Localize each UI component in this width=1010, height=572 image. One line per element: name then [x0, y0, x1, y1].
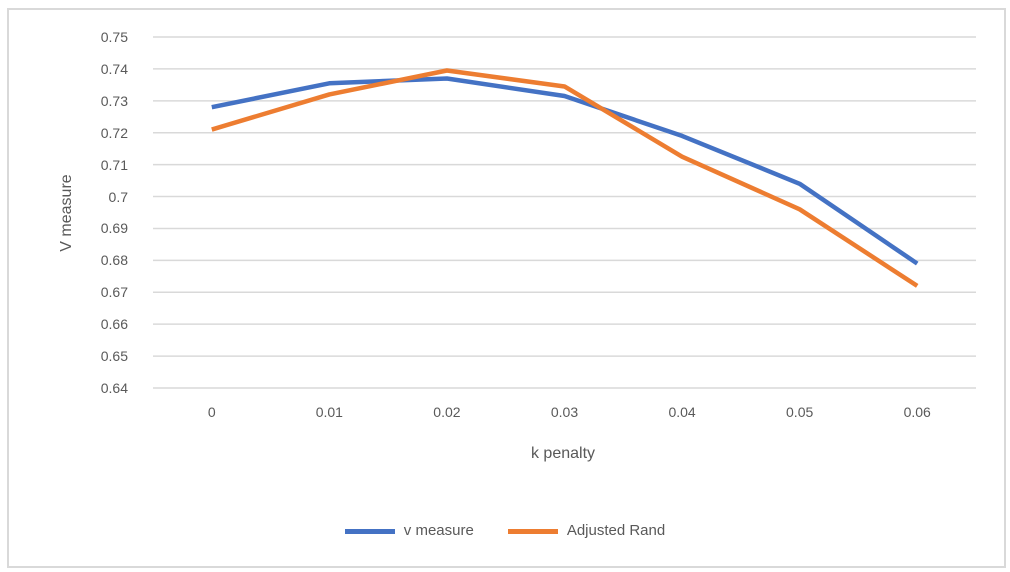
x-tick-label: 0 [207, 404, 216, 420]
y-tick-label: 0.72 [100, 124, 128, 141]
x-tick-label: 0.06 [903, 404, 931, 420]
legend-item-v-measure: v measure [344, 521, 474, 541]
y-tick-label: 0.73 [100, 92, 128, 109]
y-tick-label: 0.71 [100, 156, 128, 173]
x-tick-label: 0.04 [668, 404, 696, 420]
series-line-v-measure [211, 76, 919, 266]
y-tick-label: 0.65 [100, 348, 128, 365]
x-tick-label: 0.05 [786, 404, 814, 420]
x-tick-label: 0.02 [433, 404, 461, 420]
legend-swatch-v-measure [344, 528, 395, 534]
legend-label: Adjusted Rand [566, 522, 666, 539]
y-tick-label: 0.68 [100, 252, 128, 269]
legend-item-adjusted-rand: Adjusted Rand [507, 521, 666, 541]
y-tick-label: 0.74 [100, 60, 128, 77]
y-tick-label: 0.7 [108, 188, 128, 205]
y-tick-label: 0.66 [100, 316, 128, 333]
legend-label: v measure [403, 522, 474, 539]
y-tick-label: 0.67 [100, 284, 128, 301]
y-tick-label: 0.64 [100, 380, 128, 396]
x-axis-title: k penalty [530, 445, 596, 462]
y-axis-title: V measure [58, 174, 75, 252]
y-tick-label: 0.75 [100, 29, 128, 45]
y-tick-label: 0.69 [100, 220, 128, 237]
x-tick-label: 0.03 [550, 404, 579, 420]
x-tick-label: 0.01 [315, 404, 343, 420]
legend-swatch-adjusted-rand [507, 528, 558, 534]
series-line-adjusted-rand [211, 68, 919, 288]
legend: v measure Adjusted Rand [0, 521, 1010, 541]
